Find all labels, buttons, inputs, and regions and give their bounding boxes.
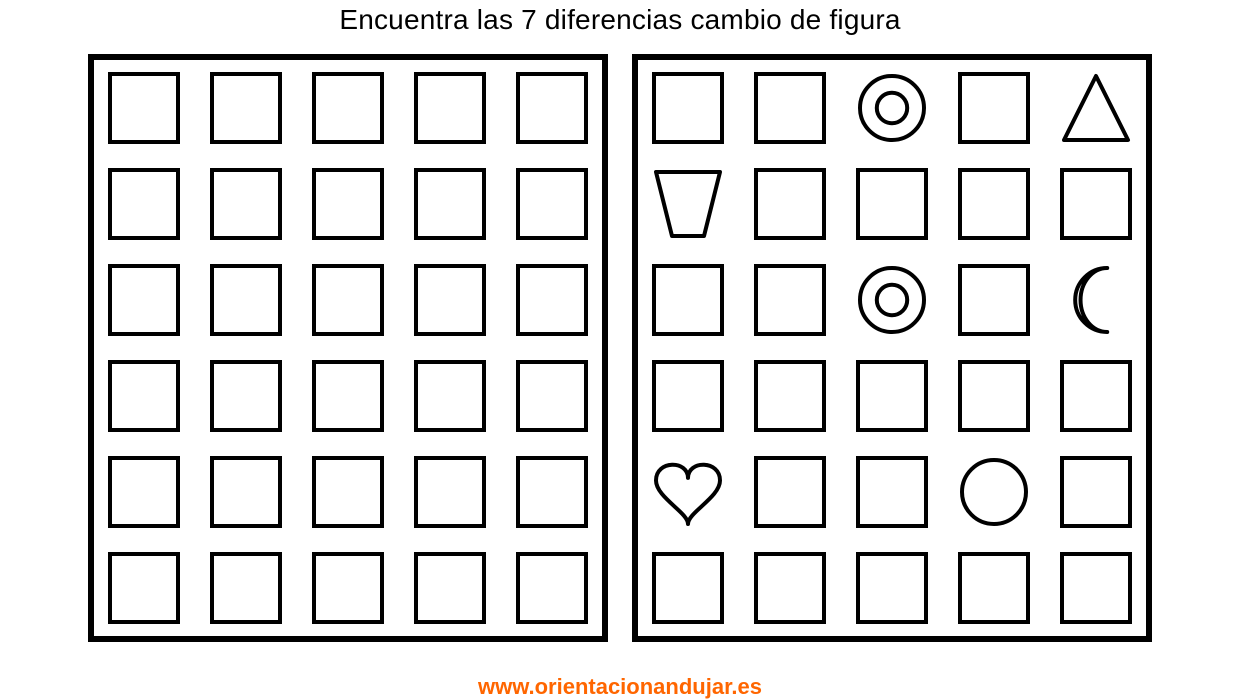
left-cell-square-icon	[412, 454, 488, 530]
left-cell-square-icon	[208, 166, 284, 242]
left-board	[88, 54, 608, 642]
right-cell-square-icon	[752, 454, 828, 530]
right-cell-square-icon	[752, 70, 828, 146]
left-cell-square-icon	[106, 550, 182, 626]
right-cell-donut-icon	[854, 262, 930, 338]
right-board	[632, 54, 1152, 642]
right-cell-square-icon	[956, 358, 1032, 434]
left-cell-square-icon	[514, 262, 590, 338]
left-cell-square-icon	[514, 166, 590, 242]
right-cell-heart-icon	[650, 454, 726, 530]
right-cell-donut-icon	[854, 70, 930, 146]
right-cell-square-icon	[854, 550, 930, 626]
left-cell-square-icon	[208, 454, 284, 530]
right-cell-square-icon	[854, 166, 930, 242]
right-cell-square-icon	[650, 358, 726, 434]
left-cell-square-icon	[310, 358, 386, 434]
right-cell-triangle-icon	[1058, 70, 1134, 146]
right-cell-square-icon	[1058, 166, 1134, 242]
right-cell-square-icon	[650, 262, 726, 338]
left-cell-square-icon	[208, 550, 284, 626]
right-cell-trapezoid-icon	[650, 166, 726, 242]
left-cell-square-icon	[310, 70, 386, 146]
left-cell-square-icon	[310, 550, 386, 626]
left-cell-square-icon	[106, 70, 182, 146]
boards-container	[0, 54, 1240, 642]
left-cell-square-icon	[106, 262, 182, 338]
left-cell-square-icon	[106, 454, 182, 530]
left-cell-square-icon	[208, 70, 284, 146]
page: Encuentra las 7 diferencias cambio de fi…	[0, 0, 1240, 700]
left-cell-square-icon	[412, 70, 488, 146]
right-cell-square-icon	[650, 70, 726, 146]
right-cell-square-icon	[752, 166, 828, 242]
right-cell-crescent-icon	[1058, 262, 1134, 338]
left-cell-square-icon	[514, 550, 590, 626]
right-cell-square-icon	[752, 262, 828, 338]
right-cell-square-icon	[650, 550, 726, 626]
footer-link: www.orientacionandujar.es	[0, 674, 1240, 700]
right-cell-square-icon	[956, 550, 1032, 626]
right-cell-square-icon	[752, 550, 828, 626]
left-cell-square-icon	[514, 70, 590, 146]
left-cell-square-icon	[310, 166, 386, 242]
left-cell-square-icon	[208, 358, 284, 434]
page-title: Encuentra las 7 diferencias cambio de fi…	[0, 0, 1240, 36]
right-cell-square-icon	[752, 358, 828, 434]
left-cell-square-icon	[106, 358, 182, 434]
right-cell-square-icon	[1058, 550, 1134, 626]
left-cell-square-icon	[310, 262, 386, 338]
right-cell-square-icon	[854, 358, 930, 434]
right-cell-square-icon	[956, 70, 1032, 146]
right-cell-square-icon	[956, 262, 1032, 338]
right-cell-circle-icon	[956, 454, 1032, 530]
right-cell-square-icon	[1058, 358, 1134, 434]
right-cell-square-icon	[1058, 454, 1134, 530]
left-cell-square-icon	[208, 262, 284, 338]
left-cell-square-icon	[106, 166, 182, 242]
right-cell-square-icon	[854, 454, 930, 530]
left-cell-square-icon	[412, 166, 488, 242]
left-cell-square-icon	[412, 550, 488, 626]
left-cell-square-icon	[514, 358, 590, 434]
left-cell-square-icon	[514, 454, 590, 530]
left-cell-square-icon	[412, 262, 488, 338]
left-cell-square-icon	[412, 358, 488, 434]
right-cell-square-icon	[956, 166, 1032, 242]
left-cell-square-icon	[310, 454, 386, 530]
